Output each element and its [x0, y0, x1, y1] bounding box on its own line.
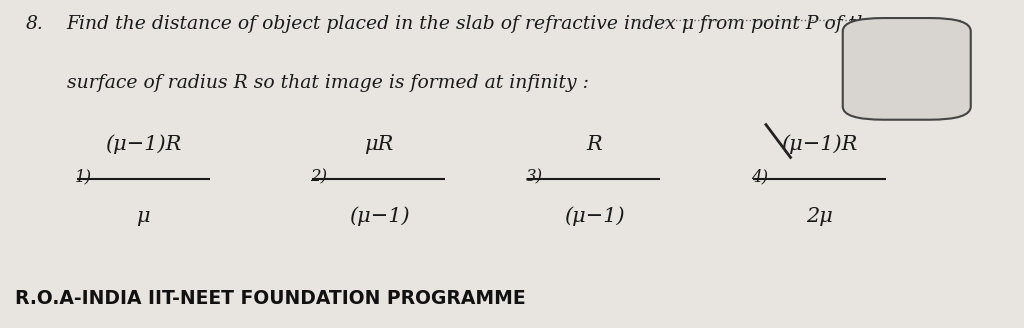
Text: 2μ: 2μ	[806, 207, 833, 226]
Text: 2): 2)	[310, 169, 328, 186]
Text: Find the distance of object placed in the slab of refractive index μ from point : Find the distance of object placed in th…	[67, 15, 929, 33]
Text: (μ−1)R: (μ−1)R	[105, 134, 181, 154]
Text: R.O.A-INDIA IIT-NEET FOUNDATION PROGRAMME: R.O.A-INDIA IIT-NEET FOUNDATION PROGRAMM…	[15, 289, 526, 308]
FancyBboxPatch shape	[843, 18, 971, 120]
Text: 1): 1)	[75, 169, 92, 186]
Text: μR: μR	[365, 135, 393, 154]
Text: 8.: 8.	[26, 15, 43, 33]
Text: 4): 4)	[751, 169, 768, 186]
Text: (μ−1): (μ−1)	[563, 207, 625, 226]
Text: (μ−1): (μ−1)	[348, 207, 410, 226]
Text: surface of radius R so that image is formed at infinity :: surface of radius R so that image is for…	[67, 74, 589, 92]
Text: (μ−1)R: (μ−1)R	[781, 134, 857, 154]
Text: μ: μ	[136, 207, 151, 226]
Text: R: R	[586, 135, 602, 154]
Text: 3): 3)	[525, 169, 543, 186]
